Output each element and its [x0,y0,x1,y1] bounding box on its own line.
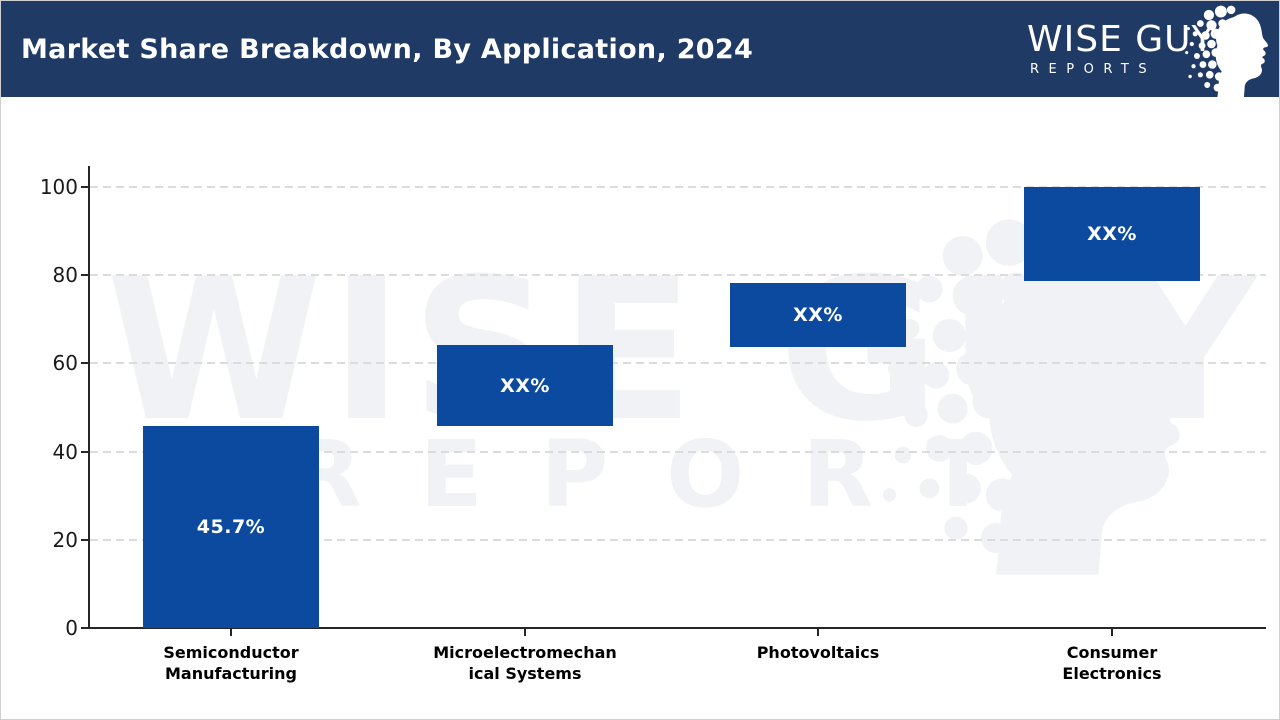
bar-photovoltaics: XX% [730,283,906,348]
y-tick-label-20: 20 [52,527,78,552]
category-label-2: Photovoltaics [668,642,968,663]
logo-reports-text: REPORTS [1030,62,1157,77]
x-tick-mark-1 [524,629,526,636]
gridline-y100 [90,186,1266,188]
x-axis-line [88,627,1266,629]
bar-value-label: XX% [500,374,550,397]
category-label-line: Microelectromechan [433,643,617,662]
x-tick-mark-2 [817,629,819,636]
bar-value-label: 45.7% [196,516,266,539]
y-tick-mark-80 [81,274,88,277]
gridline-y40 [90,450,1266,453]
x-tick-mark-3 [1111,629,1113,636]
category-label-line: Electronics [1062,664,1162,683]
logo-wiseguy-text: WISE GUY [1027,19,1215,60]
y-tick-label-40: 40 [52,439,78,464]
category-label-line: Consumer [1066,643,1158,662]
category-label-3: Consumer Electronics [962,642,1262,684]
y-tick-label-80: 80 [52,263,78,288]
category-label-1: Microelectromechan ical Systems [375,642,675,684]
header-bar: Market Share Breakdown, By Application, … [1,1,1279,97]
y-tick-mark-60 [81,362,88,365]
bar-consumer-electronics: XX% [1024,187,1200,282]
chart-title: Market Share Breakdown, By Application, … [21,33,754,65]
category-label-line: ical Systems [468,664,582,683]
y-tick-mark-100 [81,186,88,188]
bar-value-label: XX% [1087,223,1137,246]
y-tick-label-100: 100 [39,175,78,199]
category-label-0: Semiconductor Manufacturing [81,642,381,684]
gridline-y60 [90,362,1266,365]
y-axis-line [88,166,90,629]
x-tick-mark-0 [230,629,232,636]
gridline-y80 [90,274,1266,277]
y-tick-label-0: 0 [65,616,78,640]
category-label-line: Semiconductor [163,643,299,662]
logo-head-icon [1185,5,1269,97]
y-tick-mark-40 [81,450,88,453]
y-tick-mark-20 [81,538,88,541]
bar-value-label: XX% [793,304,843,327]
wise-guy-reports-logo: WISE GUY REPORTS [1021,3,1273,97]
bar-microelectromechanical-systems: XX% [437,345,613,427]
bar-semiconductor-manufacturing: 45.7% [143,426,319,628]
y-tick-mark-0 [81,627,88,629]
y-tick-label-60: 60 [52,351,78,376]
category-label-line: Photovoltaics [756,643,880,662]
gridline-y20 [90,538,1266,541]
category-label-line: Manufacturing [165,664,297,683]
